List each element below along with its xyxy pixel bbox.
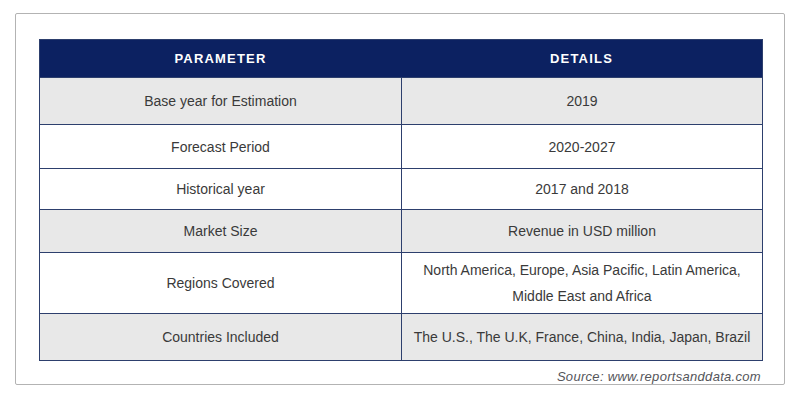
report-scope-table: PARAMETER DETAILS Base year for Estimati… — [39, 39, 763, 361]
details-cell: North America, Europe, Asia Pacific, Lat… — [401, 253, 762, 313]
parameter-cell: Forecast Period — [40, 125, 401, 168]
parameter-cell: Countries Included — [40, 314, 401, 360]
table-row: Regions Covered North America, Europe, A… — [40, 252, 762, 313]
table-row: Market Size Revenue in USD million — [40, 209, 762, 252]
table-row: Forecast Period 2020-2027 — [40, 124, 762, 168]
table-row: Base year for Estimation 2019 — [40, 77, 762, 124]
parameter-cell: Regions Covered — [40, 253, 401, 313]
table-row: Historical year 2017 and 2018 — [40, 168, 762, 209]
details-cell: Revenue in USD million — [401, 210, 762, 252]
details-cell: The U.S., The U.K, France, China, India,… — [401, 314, 762, 360]
details-cell: 2020-2027 — [401, 125, 762, 168]
details-cell: 2017 and 2018 — [401, 169, 762, 209]
details-cell: 2019 — [401, 78, 762, 124]
page: PARAMETER DETAILS Base year for Estimati… — [0, 0, 800, 400]
table-row: Countries Included The U.S., The U.K, Fr… — [40, 313, 762, 360]
source-attribution: Source: www.reportsanddata.com — [16, 369, 761, 384]
table-header-row: PARAMETER DETAILS — [40, 40, 762, 77]
parameter-cell: Market Size — [40, 210, 401, 252]
parameter-cell: Base year for Estimation — [40, 78, 401, 124]
column-header-details: DETAILS — [401, 40, 762, 77]
column-header-parameter: PARAMETER — [40, 40, 401, 77]
report-scope-card: PARAMETER DETAILS Base year for Estimati… — [15, 13, 785, 385]
parameter-cell: Historical year — [40, 169, 401, 209]
